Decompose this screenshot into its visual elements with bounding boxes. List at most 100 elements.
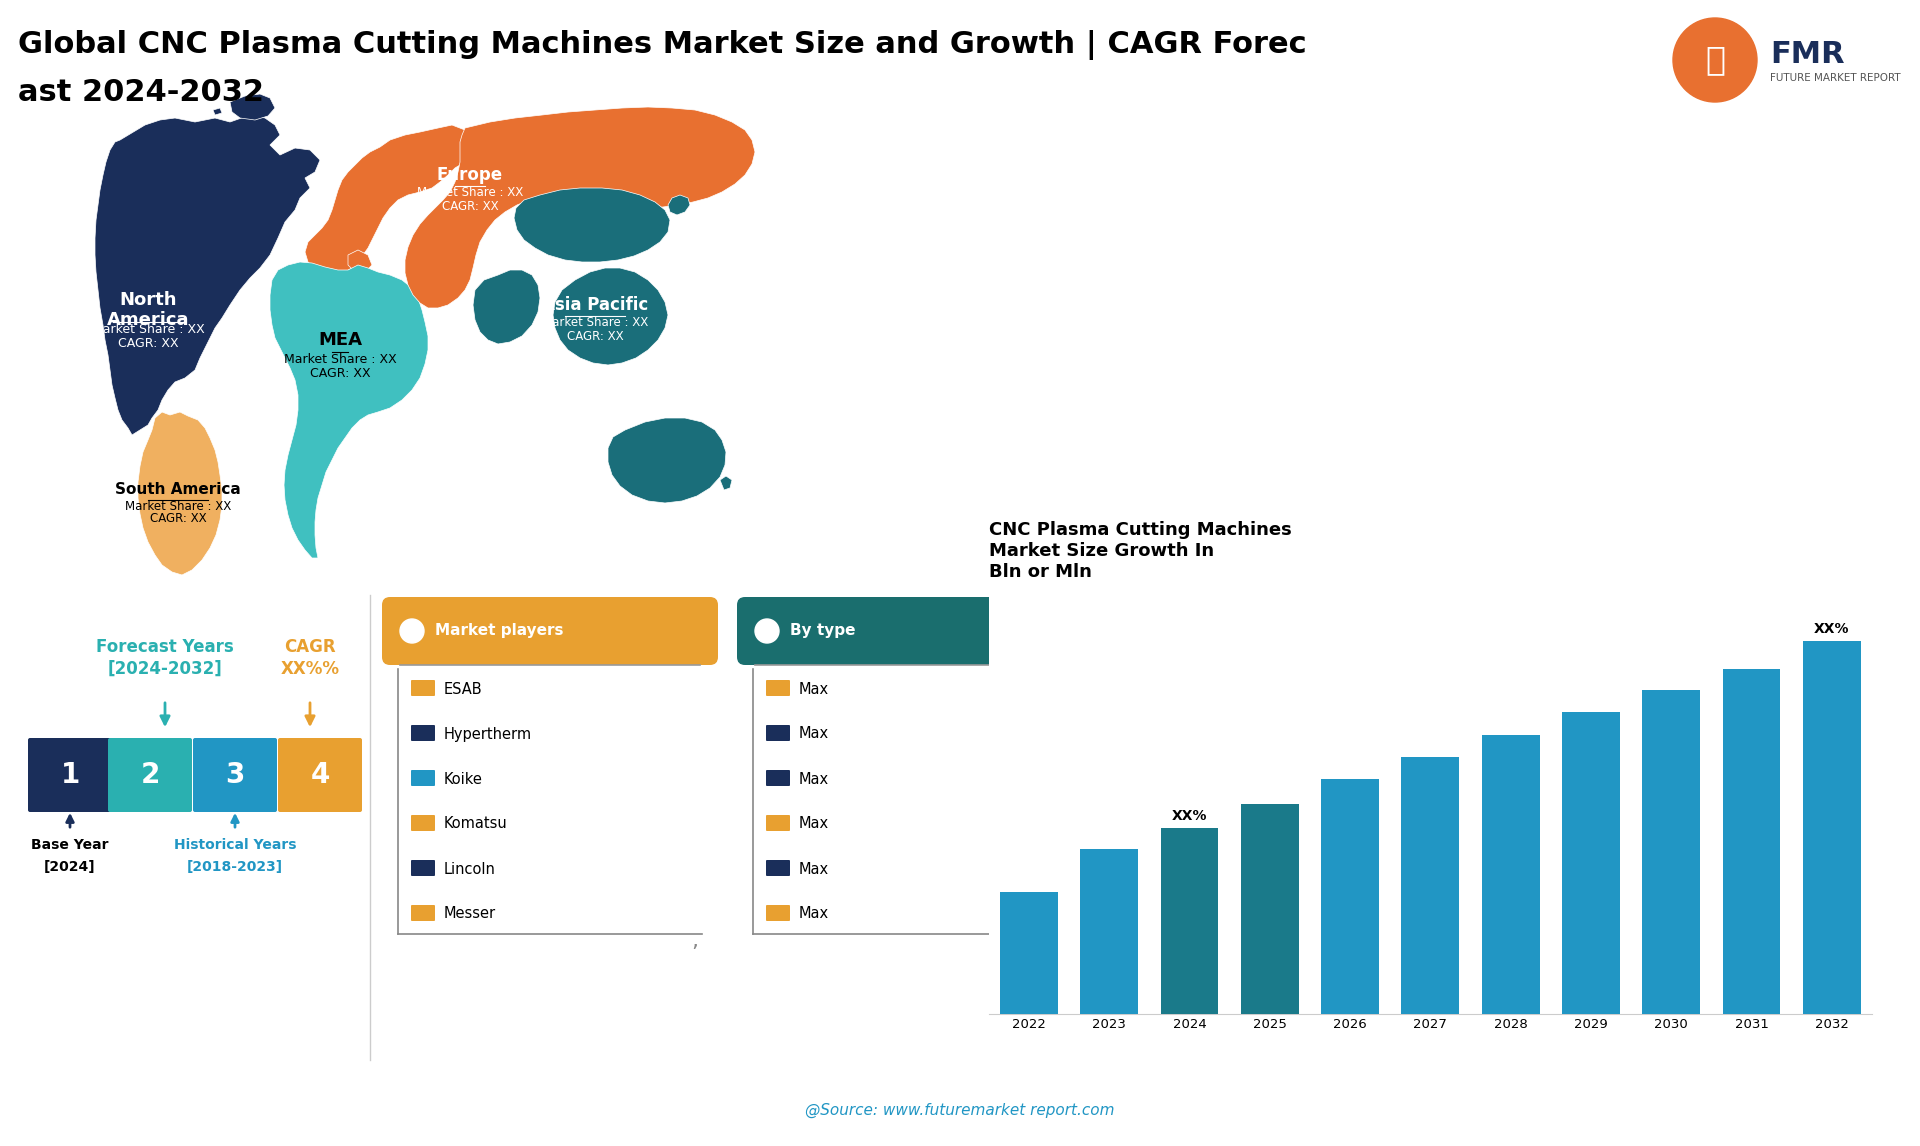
FancyBboxPatch shape [1121, 770, 1144, 786]
Text: XX%: XX% [1814, 622, 1849, 636]
FancyBboxPatch shape [411, 770, 436, 786]
Text: Market Share : XX: Market Share : XX [541, 316, 649, 330]
FancyBboxPatch shape [737, 597, 1073, 665]
Text: Historical Years: Historical Years [173, 838, 296, 851]
Text: CAGR: CAGR [284, 638, 336, 656]
Bar [1803, 641, 1860, 1014]
Text: FMR: FMR [1770, 40, 1845, 69]
Text: Electrical: Electrical [1154, 771, 1221, 786]
FancyBboxPatch shape [1121, 725, 1144, 741]
Circle shape [1672, 18, 1757, 102]
Text: Forecast Years: Forecast Years [96, 638, 234, 656]
Bar [1000, 892, 1058, 1014]
Text: Messer: Messer [444, 906, 495, 921]
Polygon shape [720, 476, 732, 490]
Polygon shape [348, 250, 372, 272]
Text: CAGR: XX: CAGR: XX [442, 199, 499, 213]
FancyBboxPatch shape [766, 815, 789, 831]
Text: XX%: XX% [1171, 809, 1208, 823]
Polygon shape [553, 268, 668, 364]
Polygon shape [305, 125, 480, 278]
FancyBboxPatch shape [766, 770, 789, 786]
Text: CAGR: XX: CAGR: XX [566, 330, 624, 343]
Text: Max: Max [799, 816, 829, 832]
Text: [2024-2032]: [2024-2032] [108, 660, 223, 678]
FancyBboxPatch shape [1092, 597, 1428, 665]
Text: Max: Max [799, 682, 829, 697]
Text: Global CNC Plasma Cutting Machines Market Size and Growth | CAGR Forec: Global CNC Plasma Cutting Machines Marke… [17, 30, 1308, 60]
Text: ,: , [1402, 931, 1409, 951]
Text: Market Share : XX: Market Share : XX [125, 500, 230, 513]
FancyBboxPatch shape [766, 725, 789, 741]
Text: Market Share : XX: Market Share : XX [92, 323, 204, 336]
Text: 4: 4 [311, 761, 330, 788]
Circle shape [1110, 619, 1135, 643]
Bar [1482, 735, 1540, 1014]
Polygon shape [609, 418, 726, 503]
Text: Max: Max [799, 906, 829, 921]
Circle shape [399, 619, 424, 643]
Text: [2024]: [2024] [44, 860, 96, 874]
Bar [1081, 849, 1139, 1014]
Polygon shape [472, 270, 540, 344]
Text: By type: By type [789, 623, 856, 638]
Polygon shape [94, 115, 321, 435]
FancyBboxPatch shape [411, 860, 436, 876]
Text: Max: Max [799, 771, 829, 786]
FancyBboxPatch shape [382, 597, 718, 665]
Text: Industrial: Industrial [1154, 816, 1223, 832]
Polygon shape [213, 108, 223, 115]
Bar [1160, 829, 1219, 1014]
Text: 3: 3 [225, 761, 244, 788]
Text: 🦅: 🦅 [1705, 44, 1724, 77]
Text: CAGR: XX: CAGR: XX [309, 368, 371, 380]
FancyBboxPatch shape [411, 815, 436, 831]
Text: Aerospace: Aerospace [1154, 682, 1231, 697]
Text: ,: , [691, 931, 699, 951]
Polygon shape [405, 107, 755, 308]
Text: Others: Others [1154, 862, 1204, 877]
FancyBboxPatch shape [411, 905, 436, 921]
Text: FUTURE MARKET REPORT: FUTURE MARKET REPORT [1770, 73, 1901, 83]
Text: Max: Max [799, 862, 829, 877]
Text: Asia Pacific: Asia Pacific [541, 296, 649, 314]
Polygon shape [271, 262, 428, 558]
Text: Koike: Koike [444, 771, 482, 786]
Text: Hypertherm: Hypertherm [444, 727, 532, 741]
Text: ,: , [1046, 931, 1054, 951]
Text: CNC Plasma Cutting Machines
Market Size Growth In
Bln or Mln: CNC Plasma Cutting Machines Market Size … [989, 521, 1292, 581]
Bar [1240, 803, 1298, 1014]
Text: Automotive: Automotive [1154, 727, 1238, 741]
Text: ESAB: ESAB [444, 682, 482, 697]
FancyBboxPatch shape [766, 680, 789, 696]
Bar [1722, 669, 1780, 1014]
Text: XX%%: XX%% [280, 660, 340, 678]
Text: [2018-2023]: [2018-2023] [186, 860, 282, 874]
Text: 1: 1 [60, 761, 79, 788]
Bar [1642, 690, 1701, 1014]
FancyBboxPatch shape [1121, 680, 1144, 696]
Polygon shape [138, 413, 223, 575]
Text: Europe: Europe [438, 166, 503, 185]
FancyBboxPatch shape [108, 738, 192, 813]
Text: 2: 2 [140, 761, 159, 788]
FancyBboxPatch shape [194, 738, 276, 813]
Text: Lincoln: Lincoln [444, 862, 495, 877]
Bar [1563, 712, 1620, 1014]
Text: ast 2024-2032: ast 2024-2032 [17, 78, 265, 107]
Text: Komatsu: Komatsu [444, 816, 507, 832]
FancyBboxPatch shape [411, 725, 436, 741]
Text: Max: Max [799, 727, 829, 741]
Polygon shape [230, 94, 275, 120]
Text: MEA: MEA [319, 331, 363, 350]
FancyBboxPatch shape [1121, 815, 1144, 831]
FancyBboxPatch shape [1121, 905, 1144, 921]
FancyBboxPatch shape [411, 680, 436, 696]
Text: Market players: Market players [436, 623, 563, 638]
Text: Shipbuilding: Shipbuilding [1154, 906, 1244, 921]
Text: Market Share : XX: Market Share : XX [284, 353, 396, 366]
Text: @Source: www.futuremarket report.com: @Source: www.futuremarket report.com [804, 1102, 1116, 1117]
Text: North
America: North America [108, 291, 190, 329]
FancyBboxPatch shape [1121, 860, 1144, 876]
Text: By application: By application [1144, 623, 1267, 638]
